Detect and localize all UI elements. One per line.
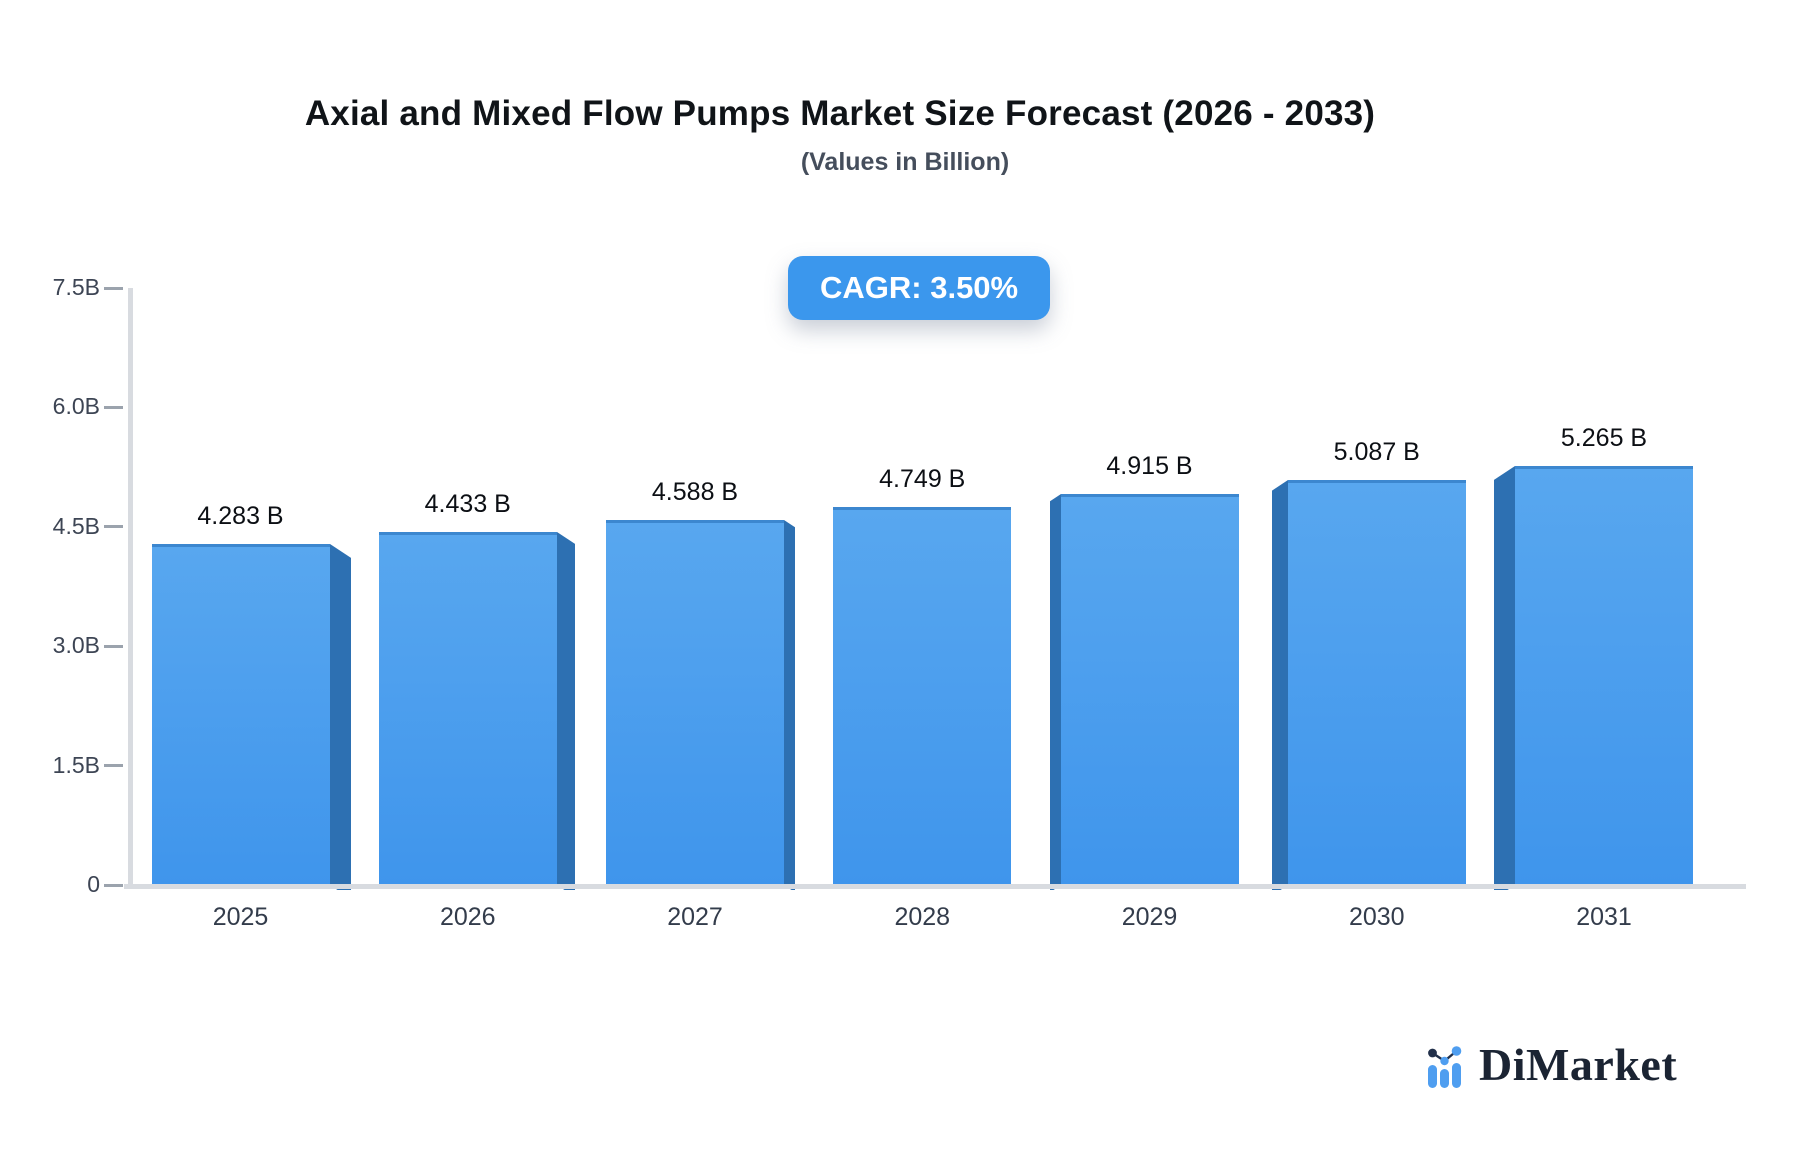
bar-2025[interactable] <box>151 544 330 885</box>
dimarket-bars-logo-icon <box>1428 1046 1462 1088</box>
bar-value-label: 5.265 B <box>1560 423 1648 452</box>
x-axis-label: 2027 <box>667 903 723 931</box>
chart-plot-area: 4.283 B 4.433 B 4.588 B 4.749 B 4.915 B 5.087… <box>151 423 1693 890</box>
y-tick <box>104 405 123 409</box>
bar-2031-side <box>1494 465 1515 890</box>
y-tick <box>104 644 123 648</box>
y-tick-label: 6.0B <box>52 393 100 420</box>
bar-value-label: 4.283 B <box>197 502 284 531</box>
bar-2030[interactable] <box>1287 480 1466 885</box>
x-axis-label: 2030 <box>1348 903 1405 931</box>
bar-2027-side <box>784 519 795 890</box>
bar-2028[interactable] <box>833 506 1012 885</box>
bar-value-label: 4.749 B <box>879 464 966 493</box>
bar-2029-side <box>1049 493 1061 890</box>
bar-2026-side <box>556 532 575 890</box>
y-tick-label: 0 <box>87 871 100 897</box>
y-tick-label: 4.5B <box>52 512 100 539</box>
x-axis-label: 2029 <box>1121 903 1178 931</box>
bar-value-label: 4.915 B <box>1106 451 1193 480</box>
bar-2029[interactable] <box>1060 493 1239 885</box>
y-tick <box>104 525 123 529</box>
y-tick <box>104 883 123 887</box>
x-axis-label: 2031 <box>1576 903 1632 931</box>
y-tick-label: 7.5B <box>52 274 100 300</box>
x-axis-label: 2025 <box>212 903 269 931</box>
y-axis-line <box>128 288 133 887</box>
cagr-badge: CAGR: 3.50% <box>788 256 1051 320</box>
page-subtitle: (Values in Billion) <box>800 148 1010 176</box>
bar-value-label: 4.433 B <box>424 490 511 519</box>
x-axis-label: 2026 <box>439 903 496 931</box>
bar-2031[interactable] <box>1515 465 1693 885</box>
bar-value-label: 5.087 B <box>1333 438 1420 467</box>
brand-name: DiMarket <box>1479 1039 1678 1090</box>
y-tick-label: 1.5B <box>52 751 100 778</box>
brand-logo: DiMarket <box>1424 1042 1677 1088</box>
x-axis-label: 2028 <box>894 903 951 931</box>
y-tick <box>104 286 123 290</box>
bar-2027[interactable] <box>606 519 784 885</box>
bar-2026[interactable] <box>378 532 557 885</box>
page-title: Axial and Mixed Flow Pumps Market Size F… <box>304 94 1376 133</box>
bar-2025-side <box>329 544 351 890</box>
x-axis-line <box>124 884 1746 889</box>
bar-value-label: 4.588 B <box>651 477 739 506</box>
y-tick-label: 3.0B <box>52 632 100 659</box>
y-tick <box>104 764 123 768</box>
bar-2030-side <box>1271 480 1288 890</box>
